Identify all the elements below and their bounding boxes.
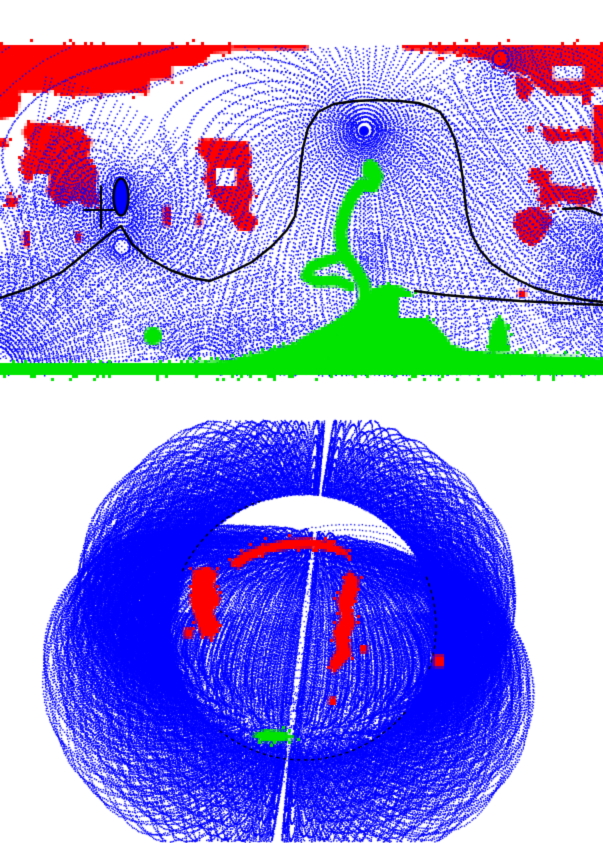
field-line-visualization-canvas xyxy=(0,0,603,843)
figure-window xyxy=(0,0,603,843)
